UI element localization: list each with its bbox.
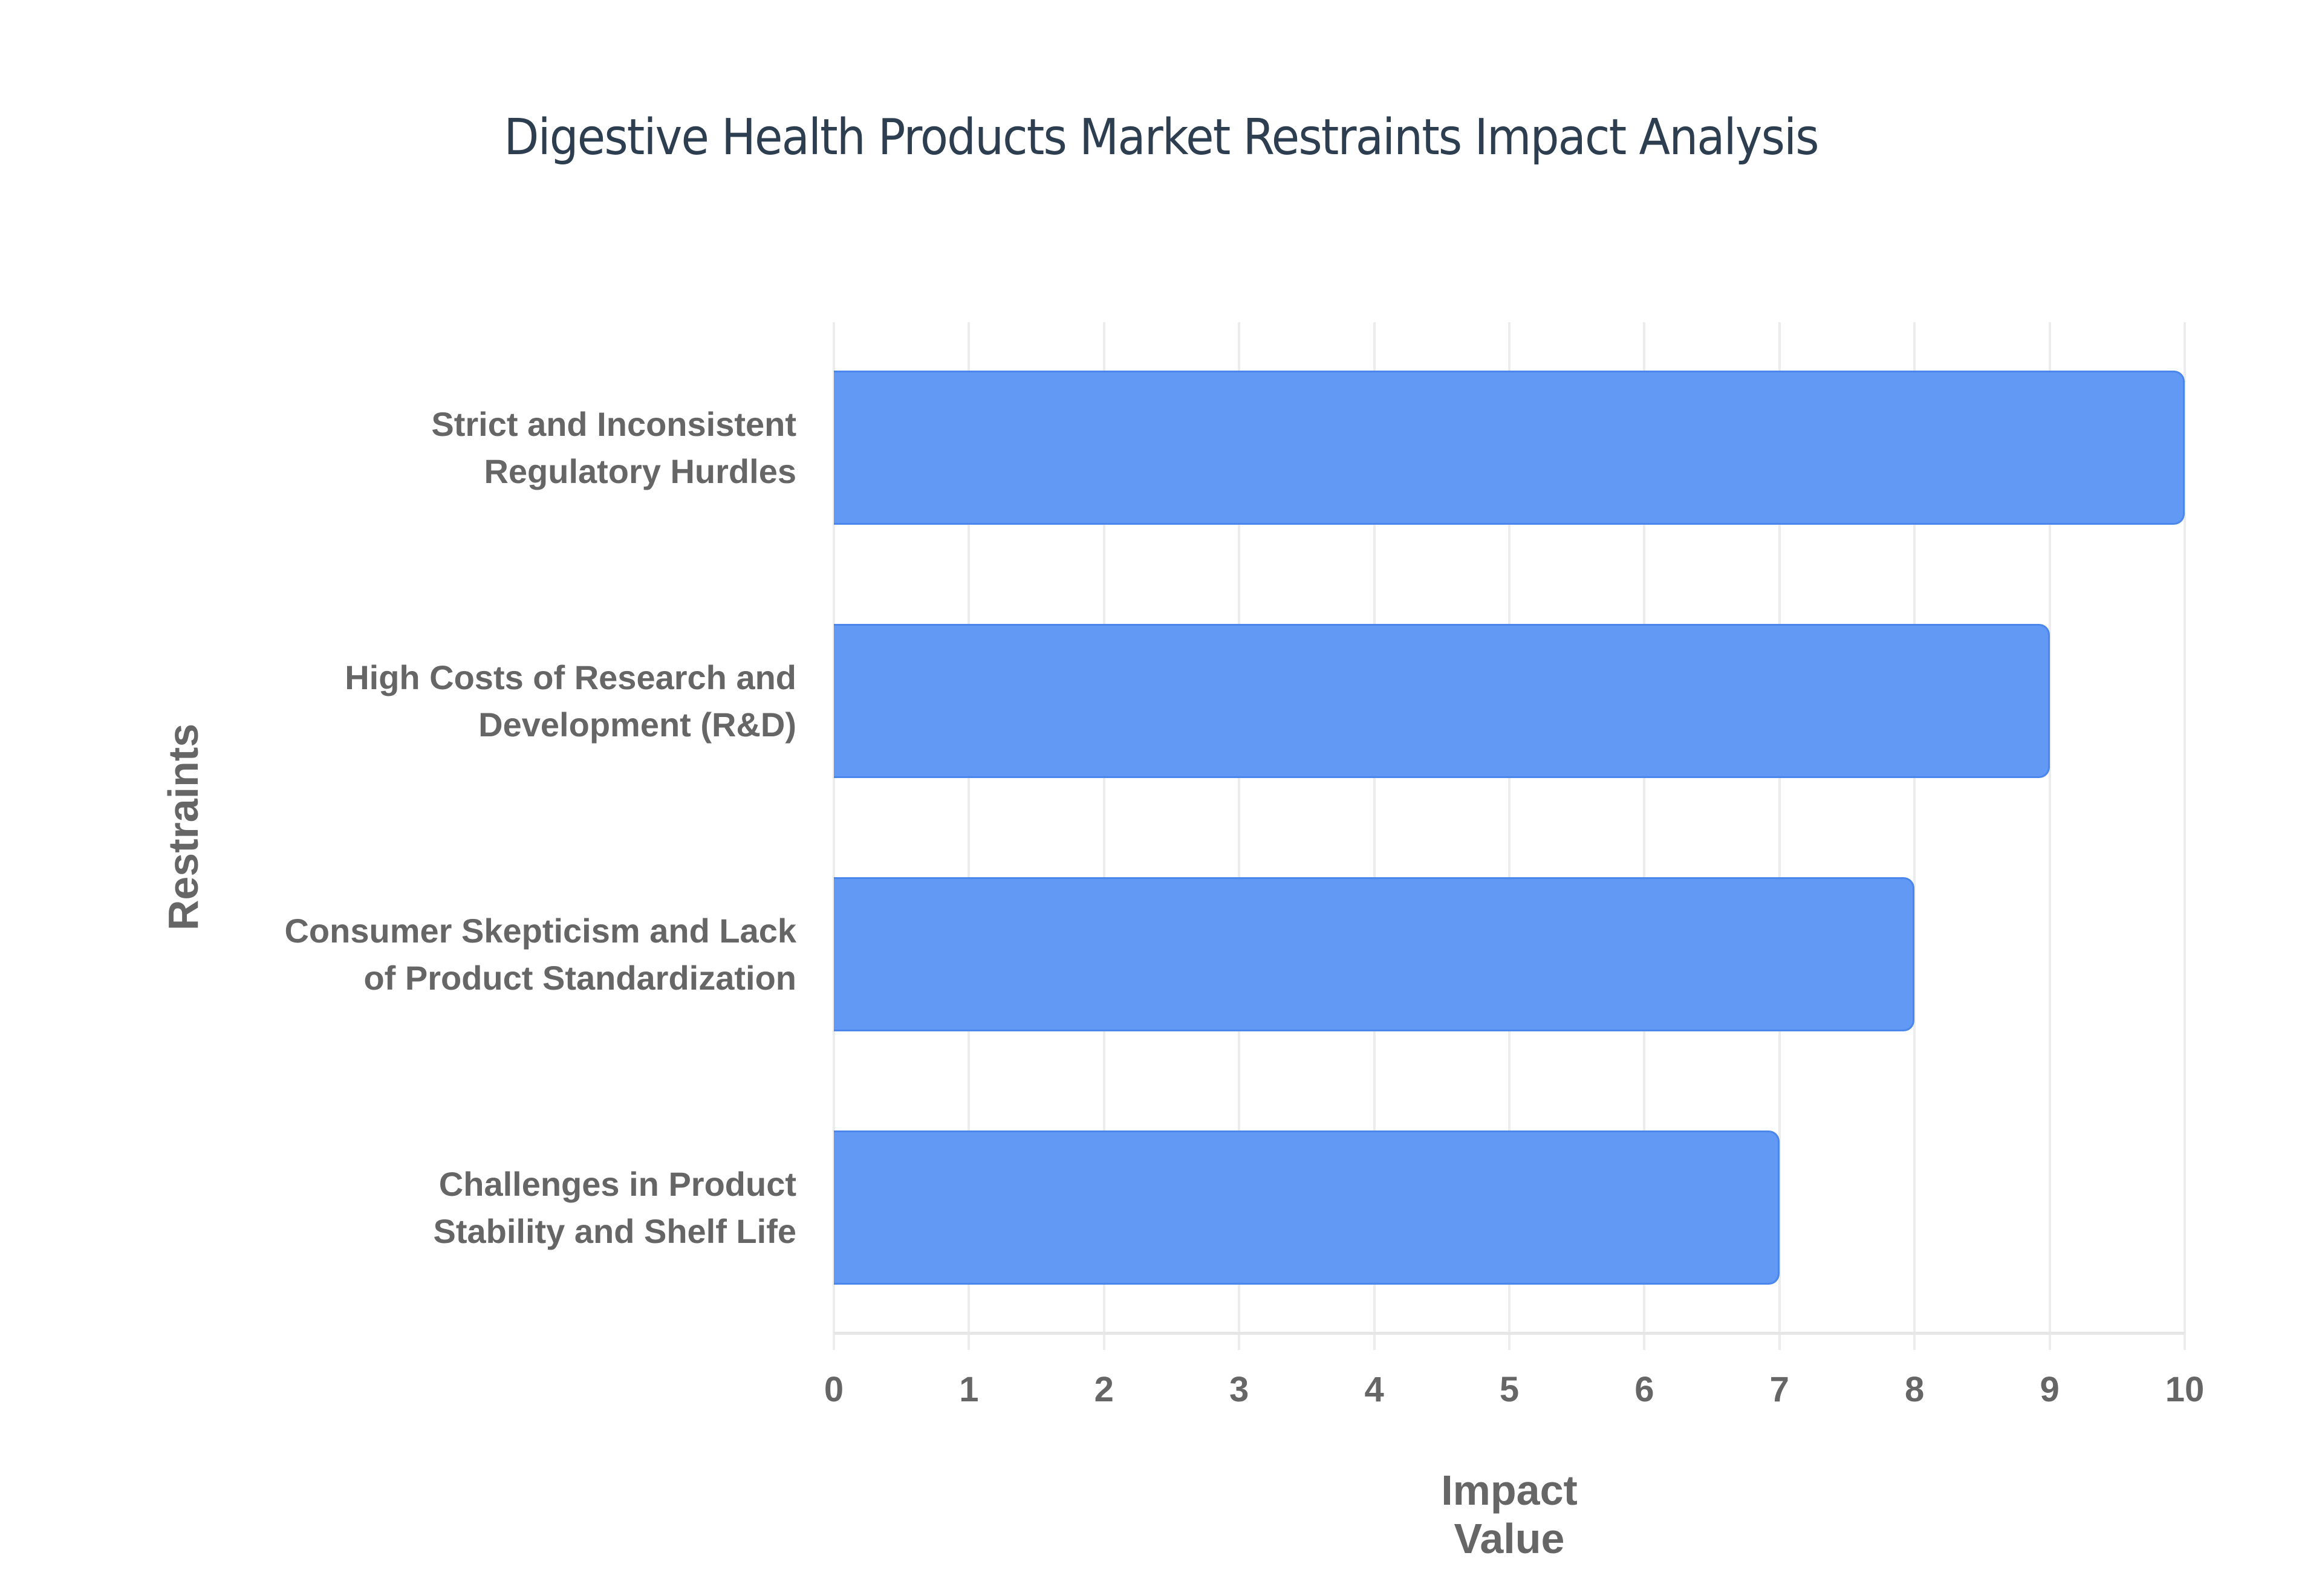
gridline: [1102, 322, 1105, 1350]
gridline: [2184, 322, 2186, 1350]
gridline: [1238, 322, 1241, 1350]
gridline: [1508, 322, 1511, 1350]
x-tick-label: 8: [1905, 1370, 1925, 1409]
gridline: [1913, 322, 1916, 1350]
plot-area: [833, 322, 2186, 1350]
x-tick-label: 7: [1769, 1370, 1789, 1409]
gridline: [1778, 322, 1781, 1350]
x-tick-label: 0: [824, 1370, 844, 1409]
x-tick-label: 10: [2165, 1370, 2205, 1409]
gridline: [1643, 322, 1646, 1350]
category-label: Strict and Inconsistent Regulatory Hurdle…: [431, 405, 796, 490]
x-tick-label: 6: [1634, 1370, 1654, 1409]
bar[interactable]: [834, 877, 1915, 1031]
chart-title: Digestive Health Products Market Restrai…: [504, 109, 1819, 166]
category-label: Challenges in Product Stability and Shelf…: [433, 1165, 796, 1250]
gridline: [833, 322, 835, 1350]
x-axis-title: Impact Value: [1441, 1467, 1578, 1562]
category-label: High Costs of Research and Development (R…: [345, 658, 796, 744]
x-tick-label: 9: [2040, 1370, 2060, 1409]
bar[interactable]: [834, 371, 2185, 525]
bar[interactable]: [834, 624, 2050, 778]
x-tick-label: 3: [1229, 1370, 1249, 1409]
x-tick-label: 5: [1499, 1370, 1520, 1409]
x-tick-label: 2: [1094, 1370, 1114, 1409]
gridline: [968, 322, 971, 1350]
category-label: Consumer Skepticism and Lack of Product S…: [284, 912, 796, 997]
x-axis-line: [834, 1332, 2185, 1335]
x-tick-label: 4: [1364, 1370, 1384, 1409]
bar[interactable]: [834, 1130, 1780, 1285]
gridline: [2048, 322, 2051, 1350]
gridline: [1373, 322, 1376, 1350]
x-tick-label: 1: [959, 1370, 979, 1409]
y-axis-title: Restraints: [160, 723, 207, 931]
